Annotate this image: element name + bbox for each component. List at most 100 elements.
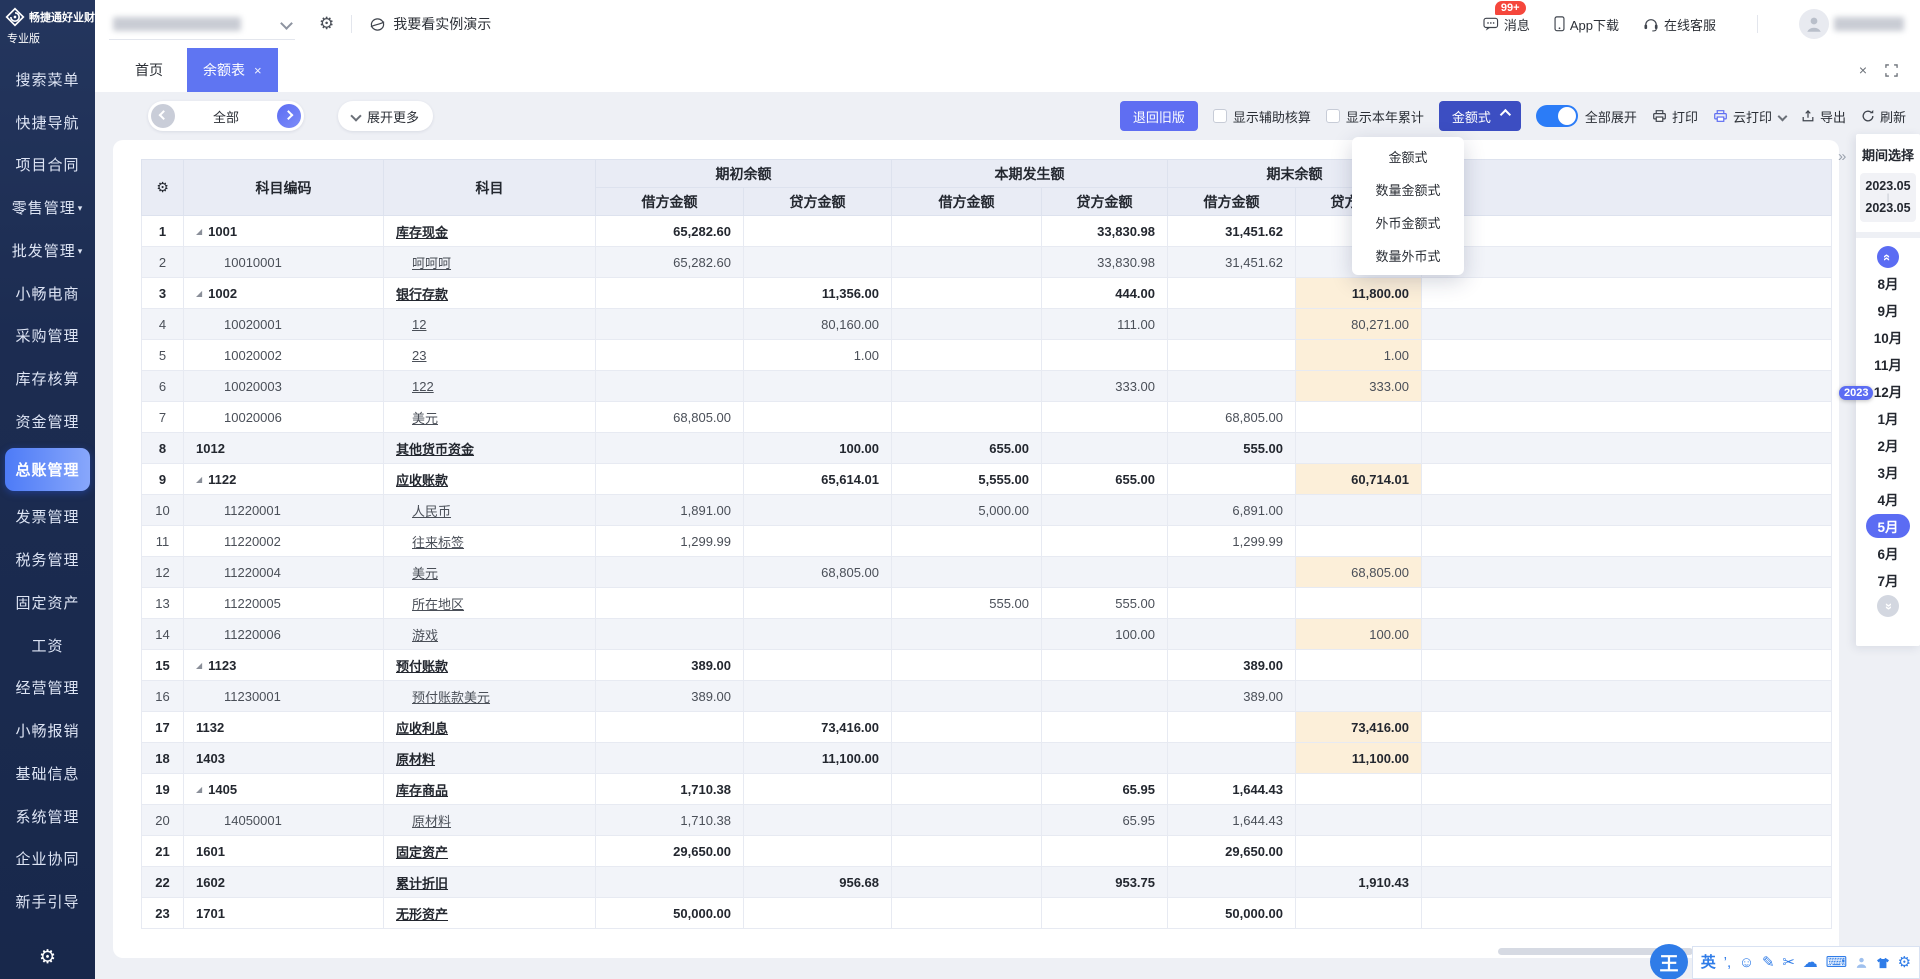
sidebar-item-基础信息[interactable]: 基础信息 bbox=[15, 765, 80, 783]
org-selector[interactable] bbox=[109, 9, 295, 40]
account-name-link[interactable]: 往来标签 bbox=[412, 534, 465, 550]
panel-collapse-icon[interactable]: » bbox=[1838, 148, 1847, 165]
topbar-gear-icon[interactable]: ⚙ bbox=[319, 14, 335, 33]
next-icon[interactable] bbox=[276, 104, 301, 128]
sidebar-item-固定资产[interactable]: 固定资产 bbox=[15, 594, 80, 612]
user-account[interactable] bbox=[1799, 9, 1904, 39]
sidebar-item-小畅电商[interactable]: 小畅电商 bbox=[15, 285, 80, 303]
account-range-selector[interactable]: 全部 bbox=[148, 101, 304, 131]
month-item[interactable]: 10月 bbox=[1873, 331, 1903, 346]
month-item[interactable]: 6月 bbox=[1877, 547, 1899, 562]
sidebar-item-企业协同[interactable]: 企业协同 bbox=[15, 851, 80, 869]
expand-more-button[interactable]: 展开更多 bbox=[338, 101, 434, 131]
support-button[interactable]: 在线客服 bbox=[1643, 15, 1716, 34]
column-settings-gear-icon[interactable]: ⚙ bbox=[141, 159, 184, 216]
collapse-triangle-icon[interactable]: ◢ bbox=[196, 288, 203, 298]
account-name-link[interactable]: 美元 bbox=[412, 410, 439, 426]
export-button[interactable]: 导出 bbox=[1801, 107, 1846, 126]
sidebar-item-资金管理[interactable]: 资金管理 bbox=[15, 413, 80, 431]
sidebar-item-项目合同[interactable]: 项目合同 bbox=[15, 157, 80, 175]
horizontal-scrollbar[interactable] bbox=[1498, 948, 1693, 955]
account-name-link[interactable]: 游戏 bbox=[412, 627, 439, 643]
fullscreen-icon[interactable] bbox=[1885, 63, 1898, 77]
prev-icon[interactable] bbox=[151, 104, 175, 128]
demo-link[interactable]: 我要看实例演示 bbox=[369, 14, 491, 34]
ime-language-toggle[interactable]: 英 bbox=[1700, 954, 1716, 971]
format-menu-item[interactable]: 数量金额式 bbox=[1375, 183, 1441, 198]
scissors-icon[interactable]: ✂ bbox=[1782, 954, 1795, 971]
sidebar-item-新手引导[interactable]: 新手引导 bbox=[15, 894, 80, 912]
tab-home[interactable]: 首页 bbox=[135, 62, 163, 78]
account-name-link[interactable]: 122 bbox=[412, 378, 434, 394]
cloud-icon[interactable]: ☁ bbox=[1802, 954, 1818, 971]
account-name-link[interactable]: 其他货币资金 bbox=[396, 441, 475, 457]
month-item[interactable]: 3月 bbox=[1877, 466, 1899, 481]
sidebar-item-搜索菜单[interactable]: 搜索菜单 bbox=[15, 71, 80, 89]
month-item[interactable]: 9月 bbox=[1877, 304, 1899, 319]
sidebar-item-小畅报销[interactable]: 小畅报销 bbox=[15, 723, 80, 741]
sidebar-item-零售管理[interactable]: 零售管理 ▾ bbox=[11, 200, 84, 218]
scroll-months-up-icon[interactable]: « bbox=[1877, 246, 1899, 268]
format-menu-item[interactable]: 金额式 bbox=[1388, 150, 1428, 165]
close-all-icon[interactable]: × bbox=[1858, 62, 1867, 78]
sidebar-item-发票管理[interactable]: 发票管理 bbox=[15, 509, 80, 527]
messages-button[interactable]: 99+ 消息 bbox=[1483, 0, 1530, 34]
ime-punctuation-toggle[interactable]: ’, bbox=[1723, 954, 1732, 971]
collapse-triangle-icon[interactable]: ◢ bbox=[196, 474, 203, 484]
format-menu-item[interactable]: 数量外币式 bbox=[1375, 249, 1441, 264]
back-to-old-button[interactable]: 退回旧版 bbox=[1119, 101, 1198, 131]
sidebar-item-经营管理[interactable]: 经营管理 bbox=[15, 680, 80, 698]
sidebar-item-批发管理[interactable]: 批发管理 ▾ bbox=[11, 242, 84, 260]
sidebar-item-系统管理[interactable]: 系统管理 bbox=[15, 808, 80, 826]
checkbox-icon[interactable] bbox=[1212, 109, 1227, 123]
account-name-link[interactable]: 应收账款 bbox=[396, 472, 449, 488]
sidebar-item-快捷导航[interactable]: 快捷导航 bbox=[15, 114, 80, 132]
ime-logo[interactable]: 王 bbox=[1650, 944, 1688, 979]
account-name-link[interactable]: 银行存款 bbox=[396, 286, 449, 302]
format-dropdown-button[interactable]: 金额式 bbox=[1438, 101, 1521, 131]
month-item[interactable]: 4月 bbox=[1877, 493, 1899, 508]
account-name-link[interactable]: 12 bbox=[412, 316, 427, 332]
account-name-link[interactable]: 无形资产 bbox=[396, 906, 449, 922]
emoji-icon[interactable]: ☺ bbox=[1738, 954, 1755, 971]
month-item[interactable]: 12月 bbox=[1873, 385, 1903, 400]
toggle-on-icon[interactable] bbox=[1535, 105, 1578, 127]
checkbox-icon[interactable] bbox=[1325, 109, 1340, 123]
ime-settings-gear-icon[interactable]: ⚙ bbox=[1897, 954, 1912, 971]
scroll-months-down-icon[interactable]: « bbox=[1877, 595, 1899, 617]
account-name-link[interactable]: 原材料 bbox=[412, 813, 452, 829]
tab-close-icon[interactable]: × bbox=[254, 62, 262, 78]
account-name-link[interactable]: 固定资产 bbox=[396, 844, 449, 860]
refresh-button[interactable]: 刷新 bbox=[1861, 107, 1906, 126]
format-menu-item[interactable]: 外币金额式 bbox=[1375, 216, 1441, 231]
month-item[interactable]: 1月 bbox=[1877, 412, 1899, 427]
month-item[interactable]: 2月 bbox=[1877, 439, 1899, 454]
collapse-triangle-icon[interactable]: ◢ bbox=[196, 660, 203, 670]
period-range-selector[interactable]: 2023.05 | 2023.05 bbox=[1860, 173, 1916, 222]
account-name-link[interactable]: 库存商品 bbox=[396, 782, 449, 798]
sidebar-settings-gear-icon[interactable]: ⚙ bbox=[38, 947, 57, 968]
show-aux-checkbox[interactable]: 显示辅助核算 bbox=[1212, 107, 1311, 126]
account-name-link[interactable]: 呵呵呵 bbox=[412, 255, 452, 271]
tab-balance-sheet[interactable]: 余额表 × bbox=[187, 48, 278, 92]
keyboard-icon[interactable]: ⌨ bbox=[1825, 954, 1848, 971]
month-item[interactable]: 5月 bbox=[1866, 514, 1910, 538]
account-name-link[interactable]: 人民币 bbox=[412, 503, 452, 519]
month-item[interactable]: 8月 bbox=[1877, 277, 1899, 292]
month-item[interactable]: 11月 bbox=[1874, 358, 1902, 373]
account-name-link[interactable]: 预付账款 bbox=[396, 658, 449, 674]
account-name-link[interactable]: 原材料 bbox=[396, 751, 436, 767]
collapse-triangle-icon[interactable]: ◢ bbox=[196, 784, 203, 794]
account-name-link[interactable]: 所在地区 bbox=[412, 596, 465, 612]
expand-all-toggle[interactable]: 全部展开 bbox=[1535, 105, 1637, 127]
account-name-link[interactable]: 应收利息 bbox=[396, 720, 449, 736]
sidebar-item-工资[interactable]: 工资 bbox=[31, 637, 64, 655]
show-ytd-checkbox[interactable]: 显示本年累计 bbox=[1325, 107, 1424, 126]
sidebar-item-采购管理[interactable]: 采购管理 bbox=[15, 328, 80, 346]
skin-shirt-icon[interactable] bbox=[1876, 957, 1890, 969]
person-icon[interactable] bbox=[1855, 956, 1868, 969]
app-download-button[interactable]: App下载 bbox=[1554, 15, 1619, 34]
period-to[interactable]: 2023.05 bbox=[1865, 201, 1911, 215]
account-name-link[interactable]: 美元 bbox=[412, 565, 439, 581]
print-button[interactable]: 打印 bbox=[1652, 107, 1698, 126]
